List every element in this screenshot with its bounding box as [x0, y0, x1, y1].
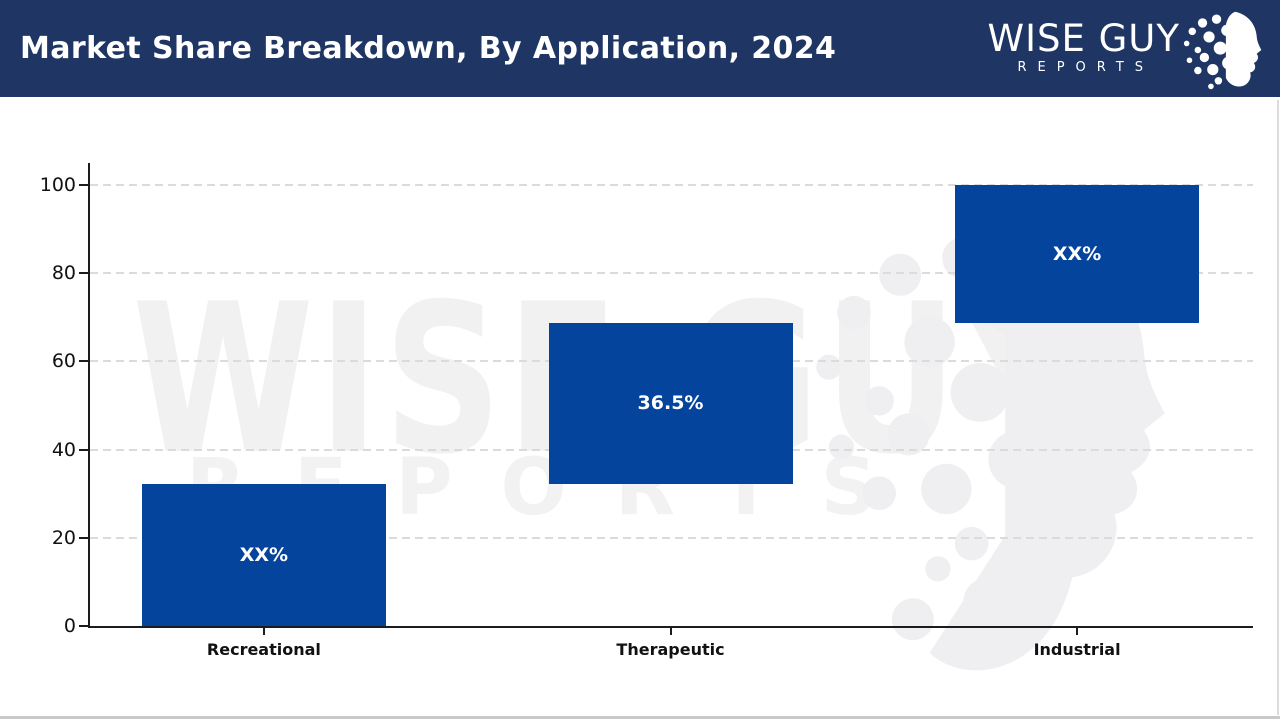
- x-axis-tick-mark: [1076, 628, 1079, 635]
- y-axis-tick-label: 80: [51, 262, 76, 285]
- bar-value-label: 36.5%: [637, 392, 704, 415]
- y-gridline: [90, 184, 1253, 186]
- x-axis-tick-mark: [669, 628, 672, 635]
- brand-subtitle: REPORTS: [1017, 59, 1155, 75]
- brand-logo: WISE GUY REPORTS: [988, 6, 1266, 92]
- x-axis-line: [88, 626, 1253, 628]
- x-axis-category-label: Recreational: [206, 640, 321, 659]
- y-axis-tick-mark: [79, 360, 88, 363]
- y-axis-tick-mark: [79, 536, 88, 539]
- brand-logo-text: WISE GUY REPORTS: [987, 17, 1180, 75]
- y-axis-tick-label: 0: [63, 615, 76, 637]
- bar-value-label: XX%: [239, 543, 289, 566]
- y-axis-tick-mark: [79, 625, 88, 627]
- y-axis-tick-label: 100: [39, 174, 76, 196]
- y-gridline: [90, 536, 1253, 539]
- y-axis-line: [88, 163, 90, 628]
- y-axis-tick-label: 20: [51, 526, 76, 549]
- bar-segment-industrial: XX%: [955, 185, 1200, 323]
- x-axis-tick-mark: [262, 628, 265, 635]
- y-axis-tick-label: 60: [51, 350, 76, 373]
- bar-segment-recreational: XX%: [141, 483, 386, 626]
- bar-segment-therapeutic: 36.5%: [548, 322, 793, 484]
- y-axis-tick-mark: [79, 272, 88, 275]
- chart-right-border: [1277, 100, 1279, 715]
- y-axis-tick-mark: [79, 448, 88, 451]
- page-title: Market Share Breakdown, By Application, …: [20, 31, 837, 66]
- y-axis-tick-label: 40: [51, 438, 76, 461]
- x-axis-category-label: Therapeutic: [616, 640, 725, 659]
- bar-value-label: XX%: [1052, 242, 1102, 265]
- y-gridline: [90, 272, 1253, 275]
- chart-bottom-border: [0, 716, 1280, 719]
- x-axis-category-label: Industrial: [1033, 640, 1121, 659]
- wiseguy-face-icon: [1183, 11, 1262, 90]
- brand-name: WISE GUY: [987, 17, 1180, 60]
- header-bar: Market Share Breakdown, By Application, …: [0, 0, 1280, 97]
- y-axis-tick-mark: [79, 184, 88, 186]
